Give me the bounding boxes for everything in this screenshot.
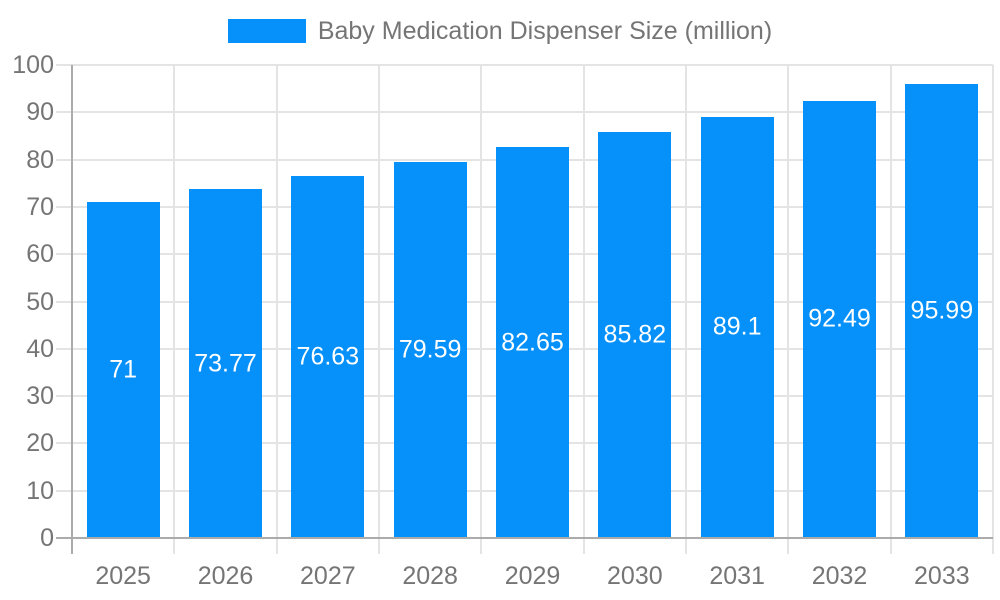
y-tick-label: 50 xyxy=(26,287,54,316)
bar-value-label: 89.1 xyxy=(712,312,762,341)
bar-value-label: 71 xyxy=(109,355,138,384)
x-gridline xyxy=(378,65,380,554)
x-tick-label: 2029 xyxy=(504,562,561,590)
plot-area: 0 10 20 30 40 50 60 70 80 90 100 71 2025 73.77 2026 76.… xyxy=(12,51,994,590)
x-tick-label: 2031 xyxy=(709,562,765,590)
y-tick-label: 40 xyxy=(26,334,54,363)
bar-value-label: 73.77 xyxy=(194,349,257,378)
bar-2027: 76.63 xyxy=(291,175,365,538)
bar-2029: 82.65 xyxy=(496,147,569,538)
legend-swatch xyxy=(227,19,306,43)
y-tick-label: 60 xyxy=(26,240,54,269)
bar-2032: 92.49 xyxy=(803,100,876,538)
bar-2033: 95.99 xyxy=(905,83,979,538)
x-tick-label: 2030 xyxy=(607,562,663,590)
bar-value-label: 92.49 xyxy=(808,304,871,333)
x-tick-label: 2033 xyxy=(914,562,970,590)
x-tick-label: 2026 xyxy=(197,562,254,590)
bar-value-label: 85.82 xyxy=(603,320,667,349)
x-gridline xyxy=(685,65,687,554)
legend-label: Baby Medication Dispenser Size (million) xyxy=(317,17,773,45)
bar-2031: 89.1 xyxy=(700,116,774,538)
y-tick-label: 10 xyxy=(26,476,54,505)
y-tick-label: 30 xyxy=(26,382,54,411)
bar-value-label: 95.99 xyxy=(910,296,974,325)
x-gridline xyxy=(480,65,483,554)
y-tick-label: 0 xyxy=(40,524,54,552)
x-axis-line xyxy=(56,537,993,539)
x-tick-label: 2032 xyxy=(811,562,868,590)
y-gridline xyxy=(56,111,993,114)
bar-2025: 71 xyxy=(86,202,160,538)
bar-2028: 79.59 xyxy=(393,161,467,538)
x-gridline xyxy=(582,65,585,554)
bar-value-label: 82.65 xyxy=(501,328,564,357)
x-tick-label: 2025 xyxy=(95,562,151,590)
x-gridline xyxy=(992,65,994,554)
y-axis-line xyxy=(71,65,73,554)
x-tick-label: 2028 xyxy=(402,562,458,590)
x-gridline xyxy=(787,65,790,554)
y-gridline xyxy=(56,64,993,66)
bar-value-label: 79.59 xyxy=(398,335,462,364)
x-gridline xyxy=(173,65,176,554)
bar-2030: 85.82 xyxy=(598,132,672,538)
y-tick-label: 70 xyxy=(26,192,54,221)
y-tick-label: 80 xyxy=(26,145,54,174)
x-tick-label: 2027 xyxy=(300,562,356,590)
x-gridline xyxy=(275,65,278,554)
y-tick-label: 20 xyxy=(26,429,54,458)
chart-legend: Baby Medication Dispenser Size (million) xyxy=(0,17,1000,45)
bar-2026: 73.77 xyxy=(189,189,262,538)
y-tick-label: 100 xyxy=(12,51,54,79)
x-gridline xyxy=(889,65,892,554)
y-tick-label: 90 xyxy=(26,98,54,127)
bar-value-label: 76.63 xyxy=(296,342,360,371)
